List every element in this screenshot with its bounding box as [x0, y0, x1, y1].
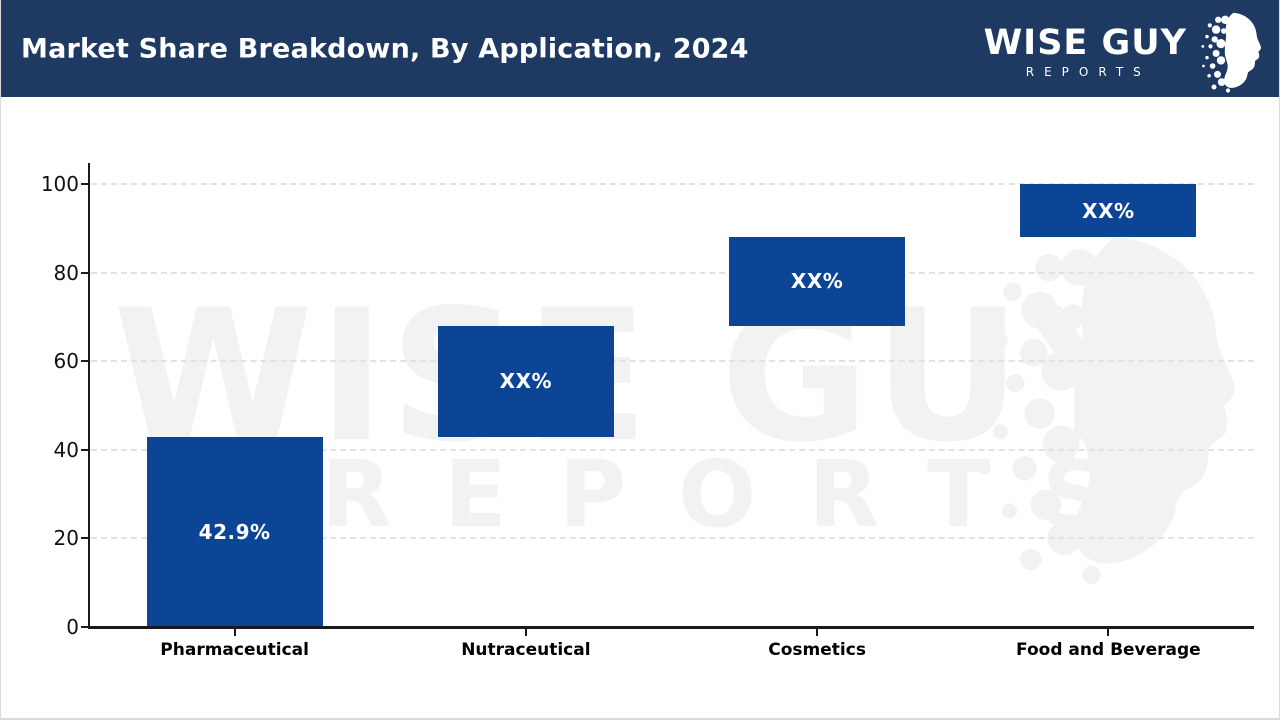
x-tick-mark-1 — [233, 629, 236, 636]
watermark: WISE GUY REPORTS — [1, 97, 1279, 718]
y-tick-label-60: 60 — [53, 349, 79, 374]
logo-subtitle: REPORTS — [1025, 65, 1151, 79]
gridline-40 — [91, 448, 1254, 451]
gridline-60 — [91, 360, 1254, 363]
x-tick-mark-3 — [816, 629, 819, 636]
bar-value-label: XX% — [1082, 198, 1135, 223]
y-axis-line — [88, 163, 90, 629]
y-tick-mark-100 — [81, 183, 89, 185]
y-tick-label-0: 0 — [66, 615, 79, 639]
bar-food-and-beverage: XX% — [1020, 184, 1197, 238]
bar-value-label: 42.9% — [198, 519, 271, 544]
x-category-label-3: Cosmetics — [768, 640, 866, 660]
y-tick-mark-80 — [81, 271, 89, 274]
gridline-20 — [91, 537, 1254, 540]
x-axis-line — [88, 626, 1254, 629]
gridline-100 — [91, 183, 1254, 185]
header-bar: Market Share Breakdown, By Application, … — [1, 0, 1279, 97]
logo-wordmark: WISE GUY — [983, 23, 1187, 63]
y-tick-mark-20 — [81, 537, 89, 540]
x-tick-mark-2 — [524, 629, 527, 636]
logo-face-icon — [1191, 10, 1265, 94]
y-tick-mark-0 — [81, 626, 89, 628]
chart-title: Market Share Breakdown, By Application, … — [21, 33, 749, 64]
bar-nutraceutical: XX% — [437, 325, 614, 437]
y-tick-label-20: 20 — [53, 526, 79, 551]
wise-guy-reports-logo: WISE GUY REPORTS — [984, 4, 1267, 94]
watermark-text-line1: WISE GUY — [113, 270, 1162, 482]
y-tick-mark-60 — [81, 360, 89, 363]
x-category-label-4: Food and Beverage — [1016, 640, 1201, 660]
y-tick-label-80: 80 — [53, 260, 79, 285]
x-category-label-2: Nutraceutical — [461, 640, 591, 660]
bar-cosmetics: XX% — [729, 237, 906, 326]
x-tick-mark-4 — [1107, 629, 1110, 636]
logo-text: WISE GUY REPORTS — [983, 23, 1187, 80]
watermark-text-line2: REPORTS — [321, 441, 1161, 548]
gridline-80 — [91, 271, 1254, 274]
y-tick-label-100: 100 — [40, 172, 79, 196]
y-tick-mark-40 — [81, 448, 89, 451]
bar-value-label: XX% — [790, 269, 844, 294]
bar-pharmaceutical: 42.9% — [146, 436, 323, 627]
y-tick-label-40: 40 — [53, 437, 79, 462]
x-category-label-1: Pharmaceutical — [160, 640, 309, 660]
bar-value-label: XX% — [499, 369, 553, 394]
